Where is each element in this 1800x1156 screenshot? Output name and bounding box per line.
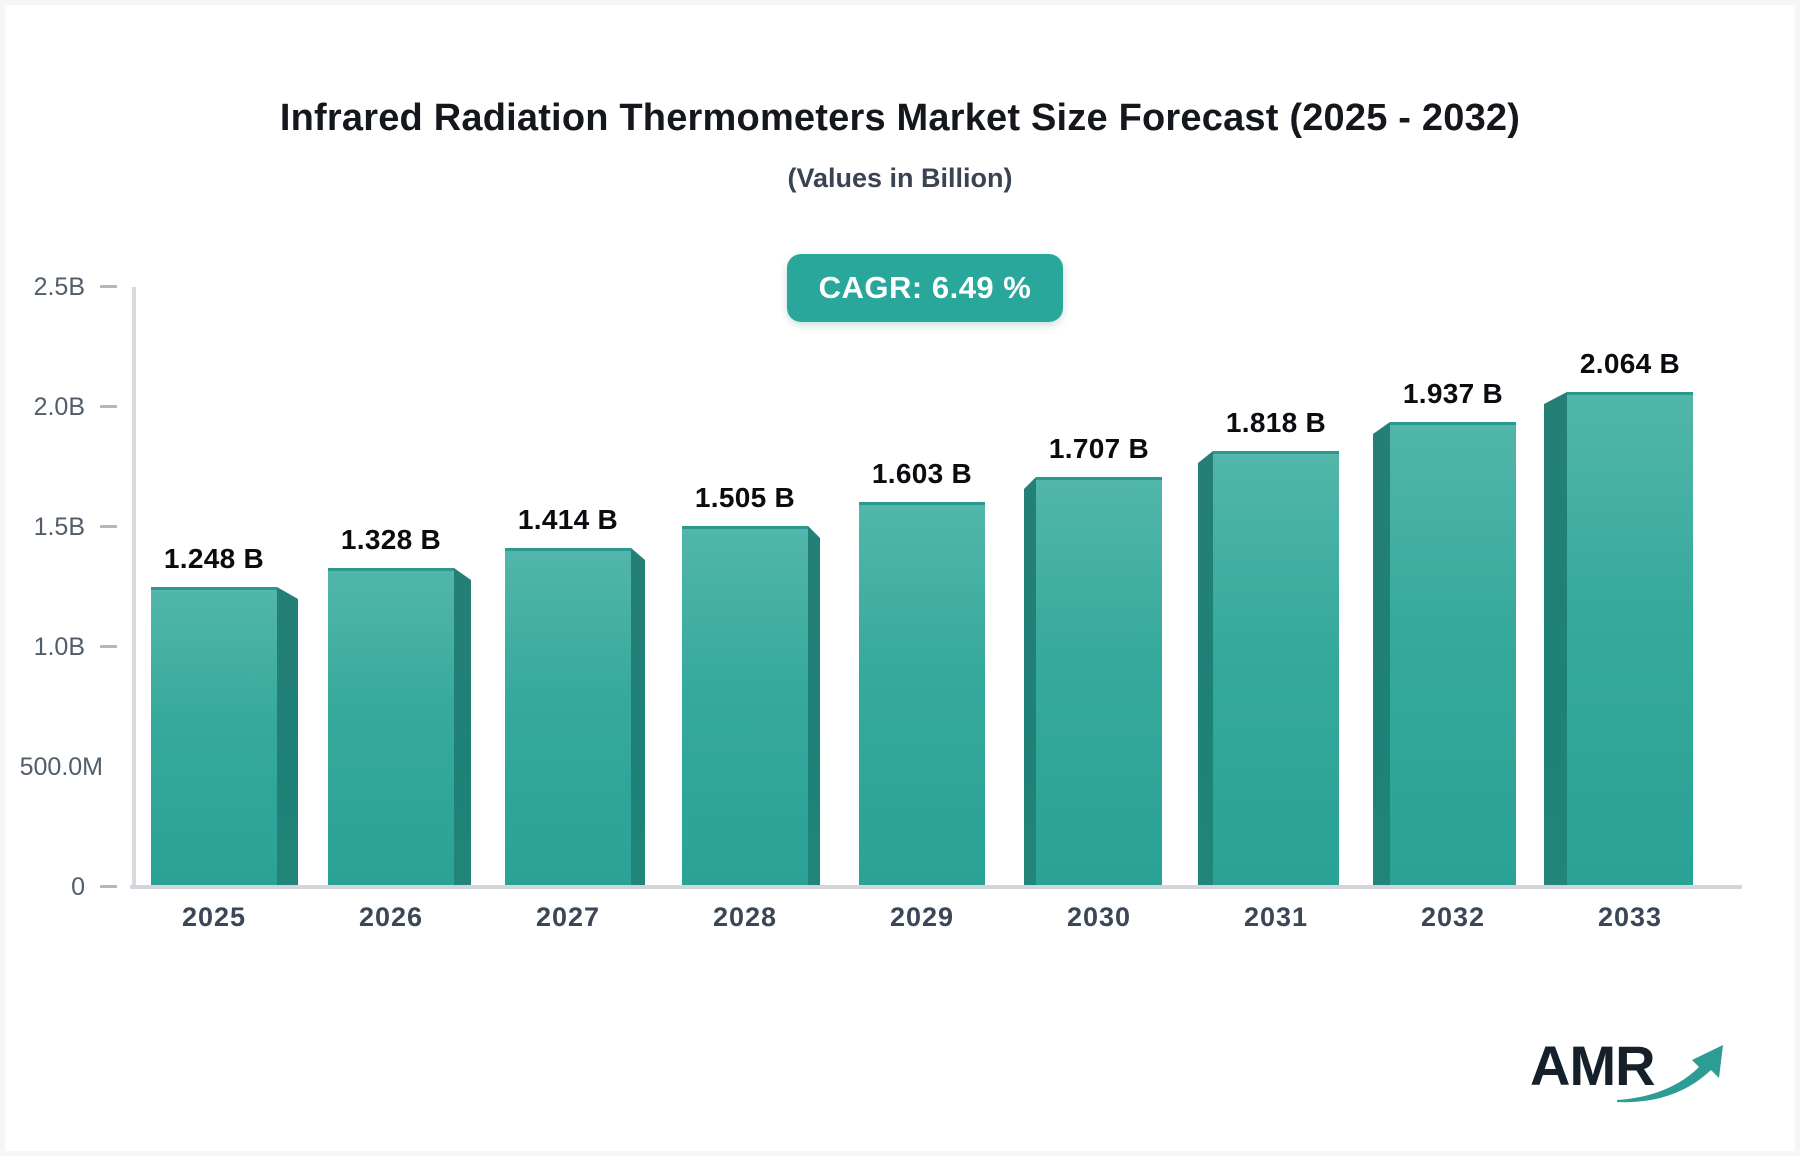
bar-side-face xyxy=(277,587,298,887)
y-tick-label: 1.5B xyxy=(33,513,85,541)
bar-value-label: 1.414 B xyxy=(517,504,619,535)
x-category-label: 2031 xyxy=(1243,902,1309,932)
x-category-label: 2027 xyxy=(535,902,601,932)
amr-logo-text: AMR xyxy=(1530,1034,1656,1097)
bar-value-label: 1.937 B xyxy=(1402,378,1504,409)
x-axis-line xyxy=(130,885,1742,889)
bar-2029[interactable] xyxy=(859,502,985,887)
x-category-label: 2032 xyxy=(1420,902,1486,932)
bar-2026[interactable] xyxy=(328,568,454,887)
bar-value-label: 1.505 B xyxy=(694,482,796,513)
x-category-label: 2028 xyxy=(712,902,778,932)
bar-2031[interactable] xyxy=(1213,451,1339,887)
y-tick-dash xyxy=(100,285,117,288)
bar-2027[interactable] xyxy=(505,548,631,887)
chart-subtitle: (Values in Billion) xyxy=(787,163,1013,193)
bar-2028[interactable] xyxy=(682,526,808,887)
y-tick-dash xyxy=(100,885,117,888)
bar-side-face xyxy=(1544,392,1567,887)
y-tick-dash xyxy=(100,405,117,408)
bar-side-face xyxy=(631,548,645,887)
growth-arrow-icon xyxy=(1617,1045,1723,1103)
cagr-badge-label: CAGR: 6.49 % xyxy=(818,270,1032,305)
chart-card: Infrared Radiation Thermometers Market S… xyxy=(5,5,1795,1151)
x-category-label: 2030 xyxy=(1066,902,1132,932)
bar-value-label: 2.064 B xyxy=(1579,348,1681,379)
bar-2025[interactable] xyxy=(151,587,277,887)
y-tick-dash xyxy=(100,645,117,648)
bar-2030[interactable] xyxy=(1036,477,1162,887)
chart-title: Infrared Radiation Thermometers Market S… xyxy=(279,97,1521,139)
bar-value-label: 1.328 B xyxy=(340,524,442,555)
bar-value-label: 1.603 B xyxy=(871,458,973,489)
bar-value-label: 1.818 B xyxy=(1225,407,1327,438)
y-tick-label: 2.0B xyxy=(33,393,85,421)
y-tick-label: 1.0B xyxy=(33,633,85,661)
y-tick-label: 0 xyxy=(71,873,85,901)
x-category-label: 2033 xyxy=(1597,902,1663,932)
y-tick-label: 500.0M xyxy=(19,753,103,781)
x-category-label: 2029 xyxy=(889,902,955,932)
amr-logo: AMR xyxy=(1530,1034,1723,1108)
y-tick-dash xyxy=(100,525,117,528)
y-axis-line xyxy=(132,287,136,889)
bar-2033[interactable] xyxy=(1567,392,1693,887)
bar-side-face xyxy=(454,568,471,887)
bar-side-face xyxy=(1198,451,1213,887)
bar-value-label: 1.707 B xyxy=(1048,433,1150,464)
bar-side-face xyxy=(808,526,820,887)
y-tick-label: 2.5B xyxy=(33,273,85,301)
bar-2032[interactable] xyxy=(1390,422,1516,887)
x-category-label: 2026 xyxy=(358,902,424,932)
x-category-label: 2025 xyxy=(181,902,247,932)
bar-side-face xyxy=(1024,477,1036,887)
bar-value-label: 1.248 B xyxy=(163,543,265,574)
cagr-badge: CAGR: 6.49 % xyxy=(787,254,1063,322)
bar-side-face xyxy=(1373,422,1390,887)
